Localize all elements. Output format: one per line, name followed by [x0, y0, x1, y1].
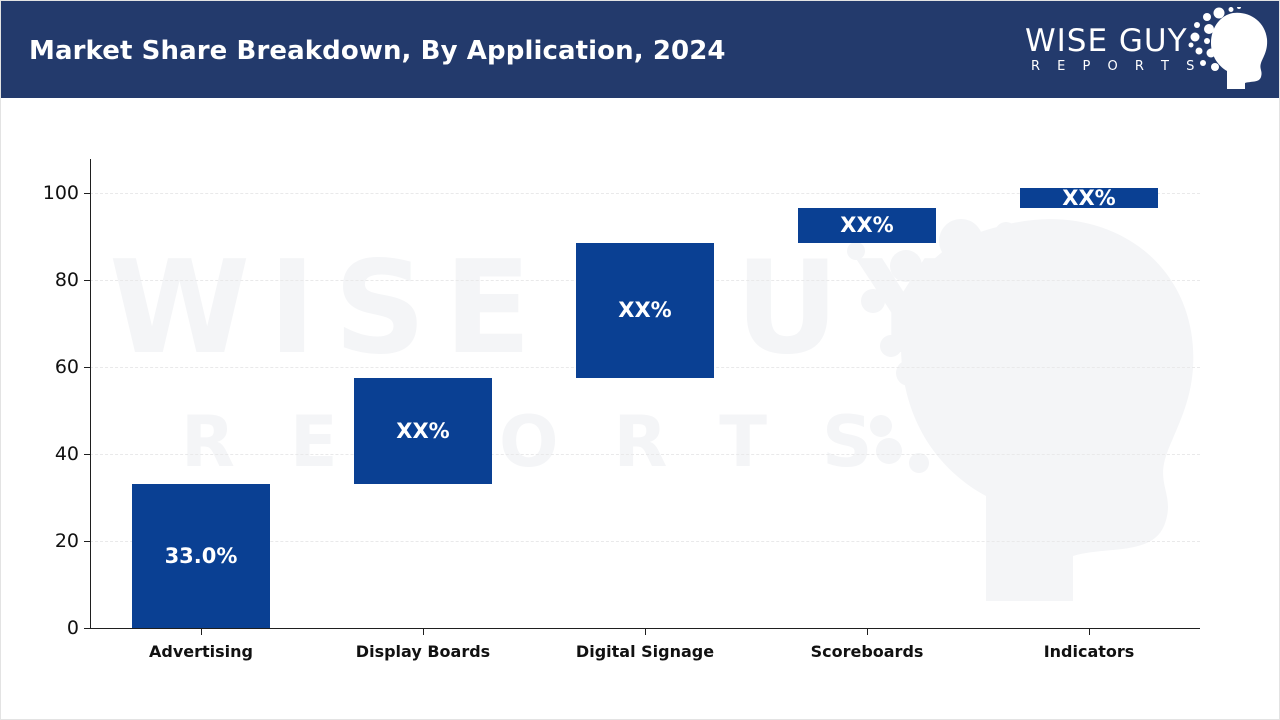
gridline	[90, 192, 1200, 194]
y-axis-label: 40	[54, 442, 79, 465]
y-axis-tick	[84, 366, 90, 368]
page-title: Market Share Breakdown, By Application, …	[29, 36, 726, 66]
bar-value-label: 33.0%	[164, 544, 238, 569]
x-axis-tick	[201, 628, 202, 635]
y-axis-label: 20	[54, 529, 79, 552]
x-axis-label-digital-signage: Digital Signage	[575, 642, 715, 661]
x-axis-tick	[867, 628, 868, 635]
y-axis-tick	[84, 279, 90, 281]
y-axis-label: 60	[54, 355, 79, 378]
x-axis-label-indicators: Indicators	[1043, 642, 1135, 661]
bar-indicators[interactable]: XX%	[1019, 186, 1159, 211]
x-axis-label-advertising: Advertising	[149, 642, 253, 661]
x-axis-tick	[423, 628, 424, 635]
logo-wordmark-primary: WISE GUY	[1025, 23, 1188, 59]
bar-digital-signage[interactable]: XX%	[575, 242, 715, 378]
dotted-head-profile-icon	[1188, 7, 1268, 89]
logo-wordmark-secondary: R E P O R T S	[1031, 59, 1201, 74]
wise-guy-reports-logo: WISE GUY R E P O R T S	[1023, 7, 1273, 91]
gridline	[90, 540, 1200, 542]
gridline	[90, 453, 1200, 455]
y-axis-tick	[84, 453, 90, 455]
bar-value-label: XX%	[618, 298, 672, 323]
y-axis-label: 80	[54, 268, 79, 291]
y-axis-spine	[90, 159, 91, 629]
plot-area: WISE GUY REPORTS 0 20 40 60 80 100 33.0% Advert…	[43, 99, 1200, 661]
x-axis-tick	[1089, 628, 1090, 635]
y-axis-tick	[84, 540, 90, 542]
y-axis-tick	[84, 192, 90, 194]
bar-display-boards[interactable]: XX%	[353, 377, 493, 485]
axes-layer: 0 20 40 60 80 100 33.0% Advertising XX% Display B…	[43, 99, 1200, 661]
y-axis-tick	[84, 628, 90, 629]
bar-advertising[interactable]: 33.0%	[131, 484, 271, 628]
chart-header-bar: Market Share Breakdown, By Application, …	[1, 1, 1279, 98]
x-axis-tick	[645, 628, 646, 635]
x-axis-label-scoreboards: Scoreboards	[810, 642, 924, 661]
bar-value-label: XX%	[1062, 186, 1116, 211]
bar-value-label: XX%	[396, 419, 450, 444]
y-axis-label: 100	[42, 181, 79, 204]
y-axis-label: 0	[66, 617, 79, 639]
bar-scoreboards[interactable]: XX%	[797, 208, 937, 243]
bar-value-label: XX%	[840, 213, 894, 238]
x-axis-label-display-boards: Display Boards	[355, 642, 491, 661]
